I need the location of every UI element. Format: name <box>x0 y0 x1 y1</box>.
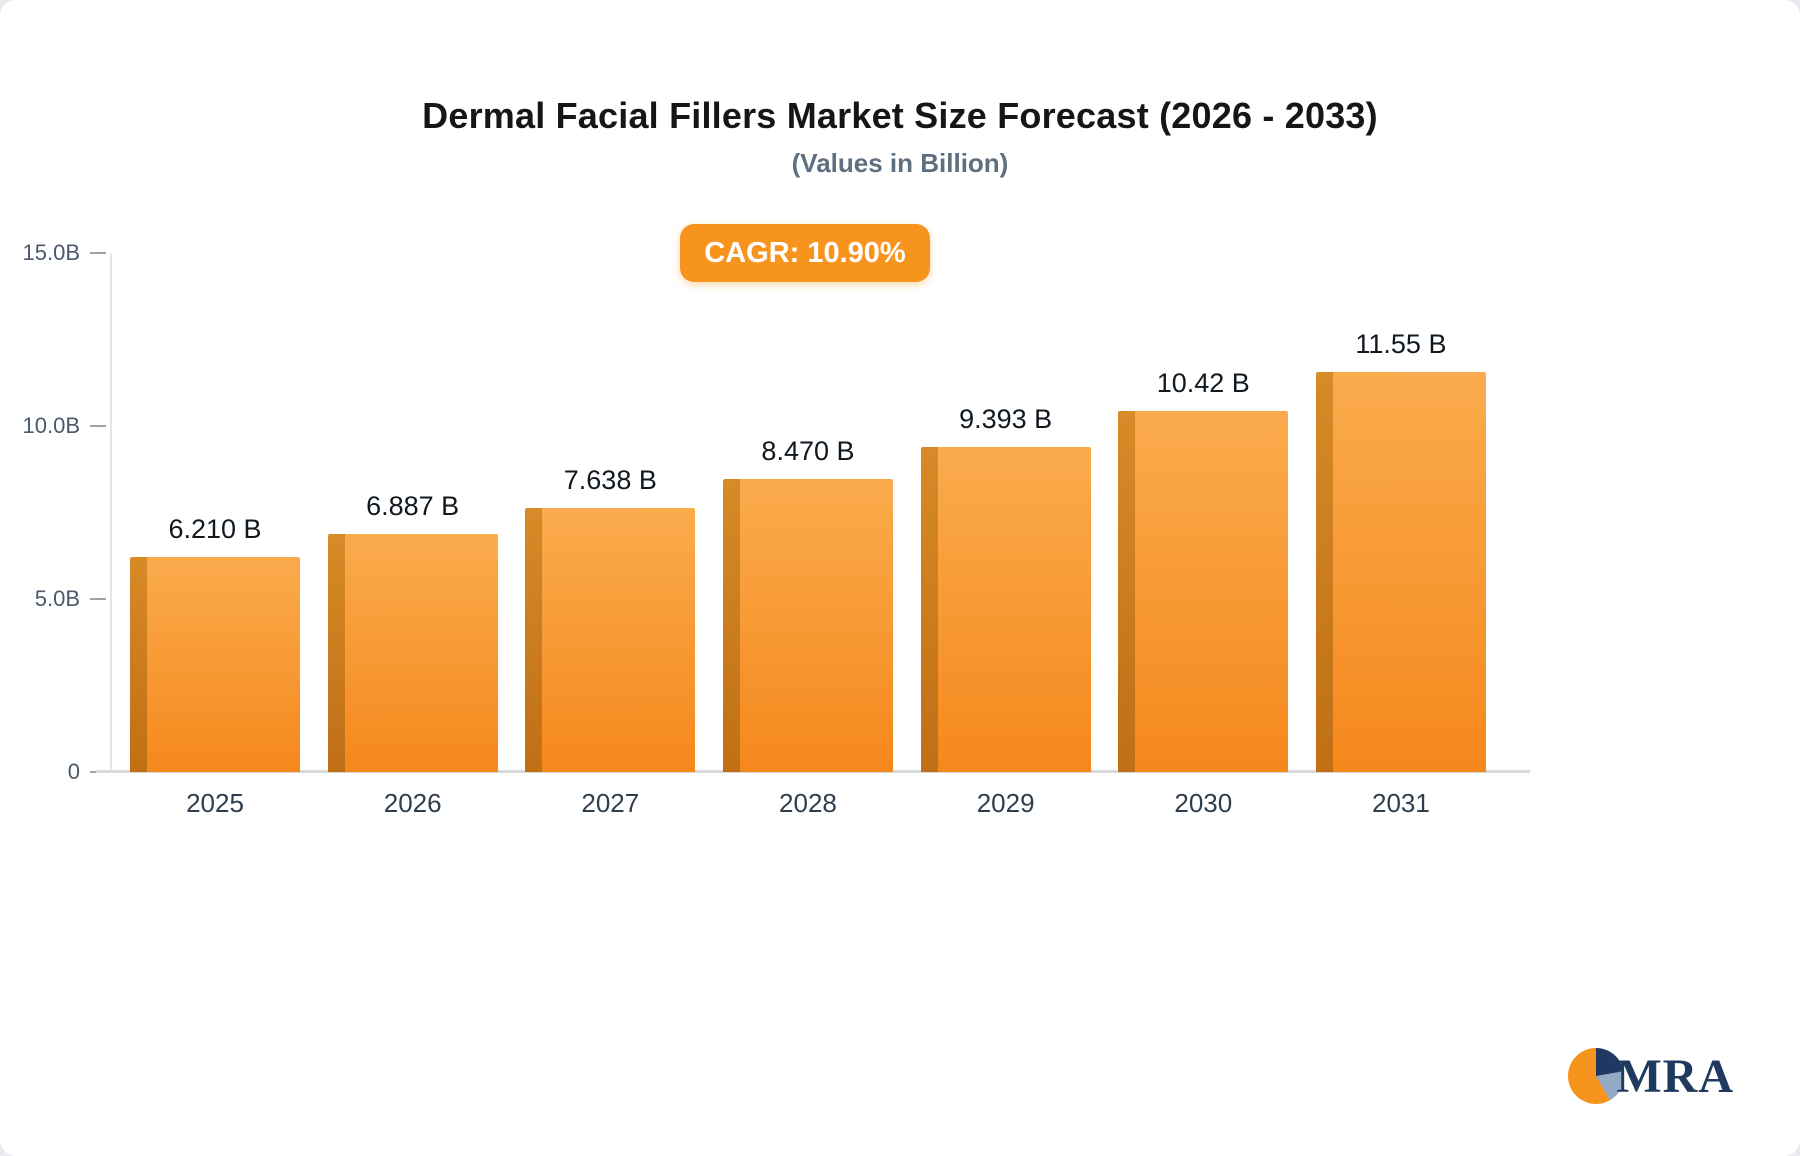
y-tick-label: 10.0B <box>22 413 81 438</box>
brand-logo-text: MRA <box>1616 1049 1734 1103</box>
bar <box>327 533 498 772</box>
bar <box>525 507 696 772</box>
x-axis-label: 2028 <box>779 788 837 818</box>
y-axis-line <box>110 253 112 772</box>
bar <box>1315 372 1486 772</box>
bar-value-label: 6.887 B <box>366 490 460 521</box>
bar <box>130 557 300 772</box>
chart-subtitle: (Values in Billion) <box>791 148 1009 178</box>
bar-value-label: 11.55 B <box>1355 329 1447 360</box>
chart-title: Dermal Facial Fillers Market Size Foreca… <box>422 95 1378 136</box>
x-axis-label: 2030 <box>1174 788 1233 818</box>
bar-value-label: 10.42 B <box>1156 368 1250 399</box>
bar-group: 9.393 B 2029 <box>920 253 1091 818</box>
bar-front-face <box>937 447 1091 772</box>
bar-front-face <box>147 557 300 772</box>
bar-side-shade <box>920 447 938 772</box>
bar-front-face <box>1332 372 1486 772</box>
y-tick: 15.0B <box>22 240 106 266</box>
y-tick-label: 15.0B <box>22 240 81 265</box>
bar-value-label: 9.393 B <box>959 404 1053 435</box>
y-tick: 5.0B <box>22 586 106 612</box>
bar-group: 7.638 B 2027 <box>525 253 696 818</box>
bar-side-shade <box>1118 411 1136 772</box>
bar-side-shade <box>1315 372 1333 772</box>
bar-group: 8.470 B 2028 <box>722 253 893 818</box>
y-tick-label: 0 <box>67 759 80 784</box>
bar-side-shade <box>722 478 740 772</box>
x-axis-label: 2026 <box>383 788 442 818</box>
bar-front-face <box>542 507 696 772</box>
y-tick-label: 5.0B <box>34 586 80 611</box>
bar-front-face <box>739 478 893 772</box>
y-tick: 0 <box>22 759 106 785</box>
bar <box>1118 411 1289 772</box>
x-axis-label: 2029 <box>976 788 1035 818</box>
bar-side-shade <box>525 507 543 772</box>
pie-chart-icon <box>1568 1048 1625 1104</box>
bar-front-face <box>1135 411 1289 772</box>
y-tick-mark <box>90 252 106 254</box>
x-axis-label: 2027 <box>581 788 640 818</box>
x-axis-label: 2031 <box>1372 788 1430 818</box>
y-tick: 10.0B <box>22 413 106 439</box>
bar-value-label: 8.470 B <box>761 435 855 466</box>
bar-group: 6.887 B 2026 <box>327 253 498 818</box>
cagr-badge-label: CAGR: 10.90% <box>704 236 906 269</box>
cagr-badge: CAGR: 10.90% <box>680 224 930 282</box>
bar-value-label: 7.638 B <box>563 464 657 495</box>
y-tick-mark <box>90 425 106 427</box>
x-axis-label: 2025 <box>186 788 244 818</box>
bar-front-face <box>344 533 498 772</box>
bar-side-shade <box>327 533 345 772</box>
plot-area: 6.210 B 2025 6.887 B 2026 7.638 B 2027 8.470 B… <box>112 253 1520 818</box>
y-tick-mark <box>90 598 106 600</box>
bar <box>722 478 893 772</box>
bar-group: 10.42 B 2030 <box>1118 253 1289 818</box>
y-axis: 0 5.0B 10.0B 15.0B <box>0 240 110 784</box>
bar-value-label: 6.210 B <box>168 514 262 545</box>
bar-group: 11.55 B 2031 <box>1315 253 1486 818</box>
bar-side-shade <box>130 557 147 772</box>
bar <box>920 447 1091 772</box>
brand-logo: MRA <box>1568 1048 1734 1104</box>
bar-group: 6.210 B 2025 <box>130 253 300 818</box>
